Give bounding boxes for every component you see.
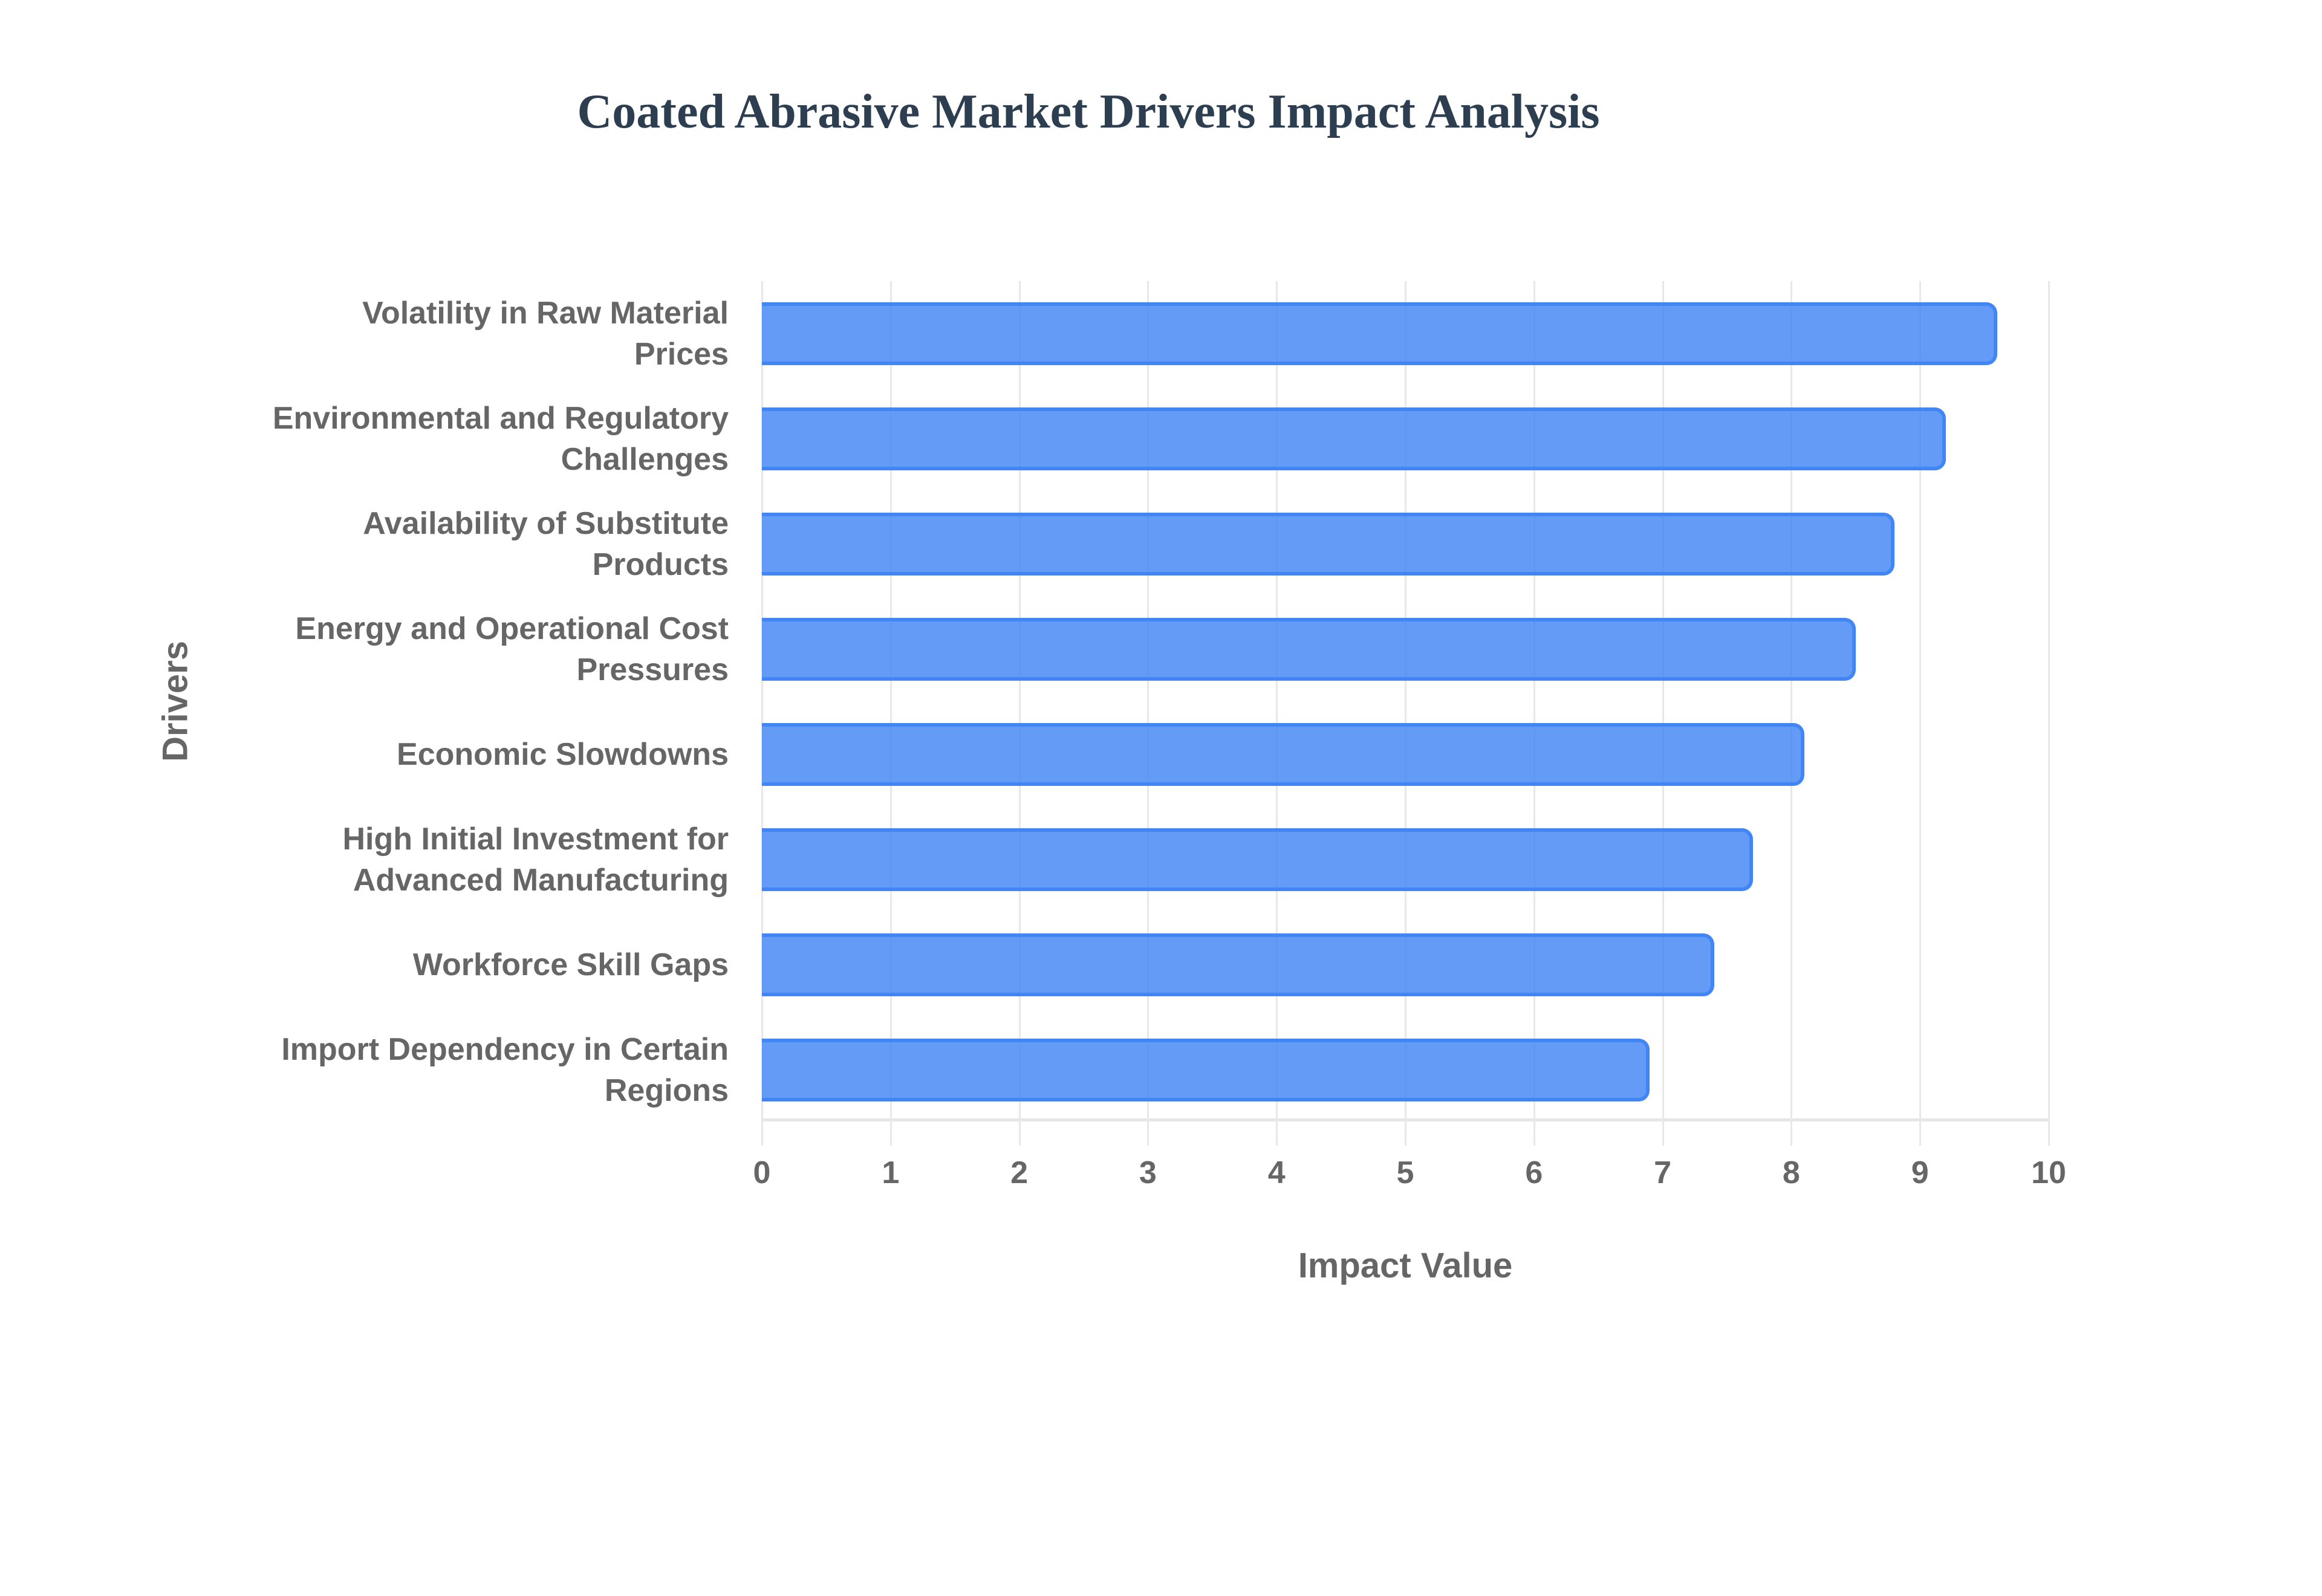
x-tick-label: 10 xyxy=(2031,1155,2066,1190)
gridline xyxy=(1919,281,1922,1146)
gridline xyxy=(1662,281,1664,1146)
gridline xyxy=(1018,281,1021,1146)
bar[interactable] xyxy=(762,407,1946,470)
gridline xyxy=(889,281,892,1146)
y-tick-label: Environmental and Regulatory Challenges xyxy=(272,401,729,477)
x-tick-label: 1 xyxy=(882,1155,900,1190)
gridline xyxy=(1405,281,1407,1146)
x-tick-label: 2 xyxy=(1010,1155,1029,1190)
bar[interactable] xyxy=(762,933,1714,996)
x-tick-label: 7 xyxy=(1654,1155,1672,1190)
x-tick-label: 3 xyxy=(1139,1155,1157,1190)
bar[interactable] xyxy=(762,513,1894,576)
gridline xyxy=(1147,281,1150,1146)
gridline xyxy=(1276,281,1278,1146)
y-tick-label: Volatility in Raw Material Prices xyxy=(362,296,729,372)
gridline xyxy=(1533,281,1535,1146)
gridline xyxy=(2048,281,2050,1146)
y-tick-label: Import Dependency in Certain Regions xyxy=(281,1032,729,1108)
bar[interactable] xyxy=(762,828,1753,891)
chart-title: Coated Abrasive Market Drivers Impact An… xyxy=(577,85,1600,138)
y-tick-label: Workforce Skill Gaps xyxy=(412,947,729,982)
bar[interactable] xyxy=(762,302,1997,365)
gridline xyxy=(761,281,763,1146)
gridline xyxy=(1790,281,1793,1146)
y-tick-label: Energy and Operational Cost Pressures xyxy=(295,611,729,687)
bar[interactable] xyxy=(762,723,1804,786)
x-tick-label: 5 xyxy=(1396,1155,1414,1190)
x-tick-label: 9 xyxy=(1911,1155,1929,1190)
y-tick-label: High Initial Investment for Advanced Manu… xyxy=(342,822,729,898)
y-tick-label: Availability of Substitute Products xyxy=(363,506,729,582)
bar[interactable] xyxy=(762,1039,1650,1101)
plot-area xyxy=(761,281,2050,1146)
x-axis-title: Impact Value xyxy=(1298,1246,1513,1285)
bar[interactable] xyxy=(762,618,1856,681)
x-tick-label: 6 xyxy=(1525,1155,1543,1190)
x-tick-label: 4 xyxy=(1267,1155,1286,1190)
x-tick-label: 8 xyxy=(1782,1155,1800,1190)
x-tick-label: 0 xyxy=(753,1155,771,1190)
y-tick-label: Economic Slowdowns xyxy=(397,737,729,772)
